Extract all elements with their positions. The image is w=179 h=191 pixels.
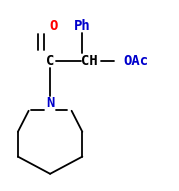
Text: C: C bbox=[46, 54, 54, 68]
Text: O: O bbox=[50, 19, 58, 33]
Text: N: N bbox=[46, 96, 54, 110]
Text: Ph: Ph bbox=[74, 19, 91, 33]
Text: CH: CH bbox=[81, 54, 98, 68]
Text: OAc: OAc bbox=[124, 54, 149, 68]
